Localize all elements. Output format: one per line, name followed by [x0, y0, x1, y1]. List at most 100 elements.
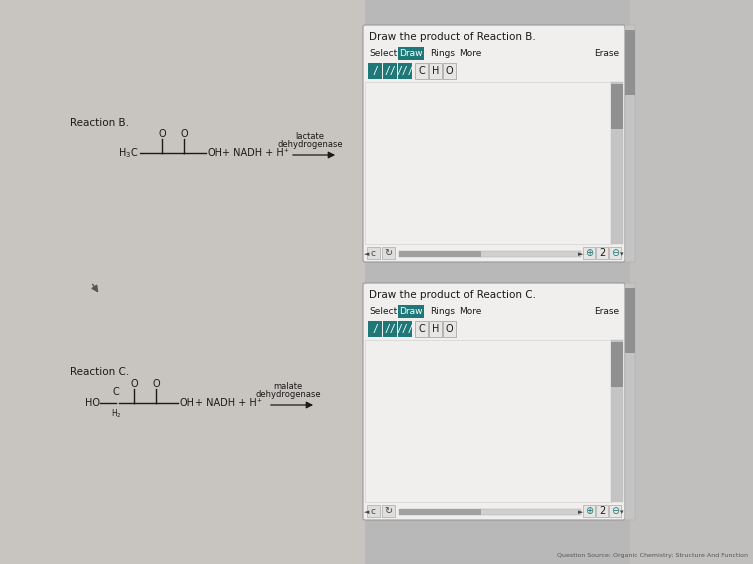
Bar — [399, 509, 481, 515]
Bar — [365, 340, 611, 502]
Bar — [611, 342, 623, 387]
Text: Erase: Erase — [594, 307, 619, 316]
Text: C: C — [418, 66, 425, 76]
Text: ◄: ◄ — [364, 251, 370, 257]
Text: 2: 2 — [599, 248, 605, 258]
Bar — [415, 321, 428, 337]
Text: c: c — [371, 506, 376, 515]
Bar — [398, 305, 424, 318]
Text: Draw: Draw — [399, 49, 422, 58]
Text: Reaction C.: Reaction C. — [70, 367, 130, 377]
Text: //: // — [384, 324, 396, 334]
Text: Erase: Erase — [594, 49, 619, 58]
Bar — [367, 247, 380, 259]
Text: ///: /// — [396, 324, 414, 334]
Text: OH: OH — [180, 398, 195, 408]
Text: dehydrogenase: dehydrogenase — [277, 140, 343, 149]
Text: O: O — [446, 66, 453, 76]
Bar — [611, 84, 623, 129]
Text: Question Source: Organic Chemistry: Structure And Function: Question Source: Organic Chemistry: Stru… — [557, 553, 748, 558]
Bar — [429, 321, 442, 337]
Text: Select: Select — [369, 307, 398, 316]
Text: + NADH + H⁺: + NADH + H⁺ — [195, 398, 262, 408]
Text: ►: ► — [578, 509, 584, 515]
Text: H: H — [431, 324, 439, 334]
Bar — [399, 251, 581, 257]
Text: ///: /// — [396, 66, 414, 76]
Bar — [583, 505, 595, 517]
Bar — [630, 0, 753, 564]
Text: lactate: lactate — [295, 132, 325, 141]
Text: Draw: Draw — [399, 307, 422, 316]
Bar — [611, 82, 623, 244]
Text: /: / — [372, 66, 378, 76]
Text: ◄: ◄ — [364, 509, 370, 515]
Text: O: O — [130, 379, 138, 389]
Text: + NADH + H⁺: + NADH + H⁺ — [222, 148, 289, 158]
Bar — [583, 247, 595, 259]
Bar — [443, 321, 456, 337]
Text: c: c — [371, 249, 376, 258]
Text: ▾: ▾ — [620, 509, 623, 515]
Text: O: O — [180, 129, 187, 139]
Bar — [398, 47, 424, 60]
Bar — [398, 321, 412, 337]
Bar — [382, 247, 395, 259]
FancyBboxPatch shape — [363, 25, 625, 262]
Bar — [415, 63, 428, 79]
Text: More: More — [459, 307, 481, 316]
Text: //: // — [384, 66, 396, 76]
Bar — [368, 63, 382, 79]
Text: O: O — [158, 129, 166, 139]
Text: dehydrogenase: dehydrogenase — [255, 390, 321, 399]
Bar — [368, 321, 382, 337]
Bar — [625, 283, 635, 520]
Bar — [399, 509, 581, 515]
Text: ⊖: ⊖ — [611, 506, 619, 516]
FancyBboxPatch shape — [363, 283, 625, 520]
Bar — [383, 321, 397, 337]
Text: O: O — [152, 379, 160, 389]
Bar — [398, 63, 412, 79]
Bar — [0, 0, 365, 564]
Text: malate: malate — [273, 382, 303, 391]
Bar — [367, 505, 380, 517]
Bar — [399, 251, 481, 257]
Bar — [609, 247, 621, 259]
Bar — [383, 63, 397, 79]
Text: 2: 2 — [599, 506, 605, 516]
Text: H$_2$: H$_2$ — [111, 408, 121, 421]
Bar — [609, 505, 621, 517]
Text: ↻: ↻ — [385, 506, 392, 516]
Text: ⊕: ⊕ — [585, 248, 593, 258]
Text: C: C — [418, 324, 425, 334]
Bar — [625, 25, 635, 262]
Bar — [365, 82, 611, 244]
Text: Draw the product of Reaction B.: Draw the product of Reaction B. — [369, 32, 535, 42]
Bar — [429, 63, 442, 79]
Text: H: H — [431, 66, 439, 76]
Text: ▾: ▾ — [620, 251, 623, 257]
Text: HO: HO — [85, 398, 100, 408]
Text: Rings: Rings — [430, 307, 455, 316]
Bar — [611, 340, 623, 502]
Text: OH: OH — [208, 148, 223, 158]
Bar — [443, 63, 456, 79]
Text: More: More — [459, 49, 481, 58]
Text: ↻: ↻ — [385, 248, 392, 258]
Text: Select: Select — [369, 49, 398, 58]
Text: H$_3$C: H$_3$C — [117, 146, 138, 160]
Text: Draw the product of Reaction C.: Draw the product of Reaction C. — [369, 290, 536, 300]
Bar — [596, 247, 608, 259]
Text: Reaction B.: Reaction B. — [70, 118, 129, 128]
Text: /: / — [372, 324, 378, 334]
Bar — [625, 30, 635, 95]
Text: ►: ► — [578, 251, 584, 257]
Bar — [625, 288, 635, 353]
Text: ⊕: ⊕ — [585, 506, 593, 516]
Text: C: C — [113, 387, 120, 397]
Bar — [596, 505, 608, 517]
Text: ⊖: ⊖ — [611, 248, 619, 258]
Bar — [382, 505, 395, 517]
Text: O: O — [446, 324, 453, 334]
